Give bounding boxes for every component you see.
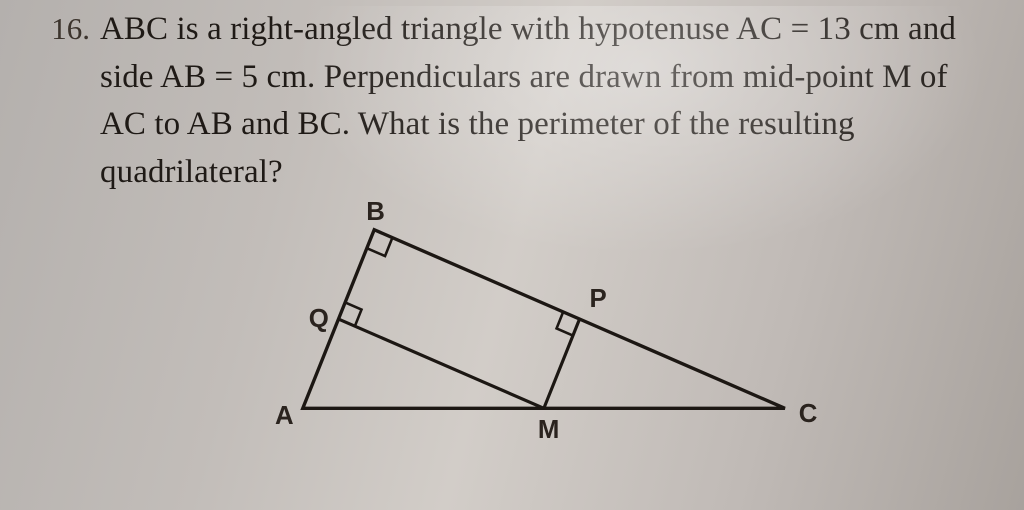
question-text: ABC is a right-angled triangle with hypo… [100,6,980,196]
perpendicular-segments [339,319,580,408]
svg-text:B: B [366,198,385,226]
page-region: 16. ABC is a right-angled triangle with … [46,6,1004,446]
right-angle-marks [345,238,573,336]
question-number: 16. [46,6,90,51]
triangle-diagram: A B C M P Q [175,198,875,446]
triangle-abc [303,230,785,409]
svg-text:M: M [538,416,559,444]
svg-text:C: C [799,400,818,428]
question-block: 16. ABC is a right-angled triangle with … [46,6,1004,196]
svg-text:Q: Q [309,305,329,333]
svg-text:P: P [589,285,606,313]
figure-container: A B C M P Q [46,198,1004,446]
svg-text:A: A [275,402,294,430]
